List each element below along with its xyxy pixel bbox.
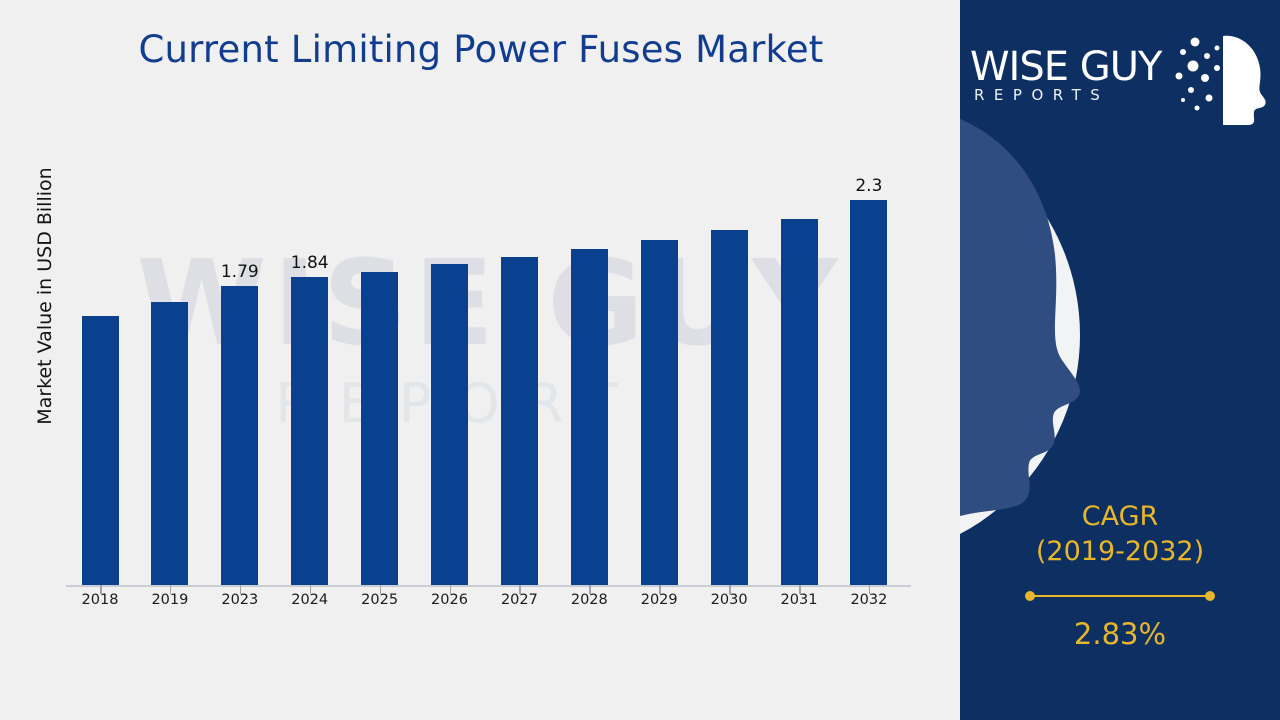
head-profile-icon <box>960 118 1080 517</box>
cagr-divider <box>1025 589 1215 603</box>
x-axis-tick <box>868 585 871 594</box>
x-axis-tick-label-2019: 2019 <box>151 592 189 608</box>
logo-subtitle: REPORTS <box>974 86 1110 104</box>
bar-2019 <box>151 302 189 585</box>
bar-group <box>81 150 119 585</box>
bar-2026 <box>431 263 468 585</box>
x-axis-tick <box>449 585 451 594</box>
bar-group: 1.84 <box>290 150 329 585</box>
x-axis-tick-label-2031: 2031 <box>780 592 818 608</box>
bar-group <box>361 150 399 585</box>
bar-value-label-2024: 1.84 <box>290 253 329 274</box>
x-axis-tick <box>519 585 521 594</box>
brand-panel: WISE GUY REPORTS CAGR (2019-2032) 2.83% <box>960 0 1280 720</box>
x-axis-tick-label-2030: 2030 <box>710 592 748 608</box>
x-axis-tick-label-2018: 2018 <box>81 592 119 608</box>
bar-group <box>500 150 538 585</box>
bar-2023 <box>221 285 259 585</box>
cagr-period: (2019-2032) <box>1035 535 1205 567</box>
x-axis-tick-label-2028: 2028 <box>570 592 608 608</box>
cagr-block: CAGR (2019-2032) 2.83% <box>960 500 1280 651</box>
chart-panel: WISE GUY REPORTS Current Limiting Power … <box>34 28 911 608</box>
bar-group: 2.3 <box>850 150 888 585</box>
x-axis-tick <box>169 585 172 594</box>
x-axis-tick <box>729 585 731 594</box>
x-axis-tick <box>239 585 242 594</box>
divider-dot-left <box>1025 591 1035 602</box>
bar-2024 <box>291 277 329 585</box>
bar-2027 <box>500 257 538 585</box>
logo-face-icon <box>1175 35 1266 125</box>
bar-group <box>431 150 468 585</box>
bar-2030 <box>710 230 748 585</box>
x-axis-tick-label-2029: 2029 <box>640 592 678 608</box>
bar-group <box>151 150 189 585</box>
x-axis-tick <box>309 585 312 594</box>
x-axis-tick-label-2024: 2024 <box>291 592 329 608</box>
logo: WISE GUY REPORTS <box>960 22 1280 125</box>
bar-group: 1.79 <box>220 150 259 585</box>
bar-group <box>780 150 818 585</box>
bar-2025 <box>361 272 399 585</box>
x-axis-line <box>66 585 911 587</box>
bar-group <box>570 150 608 585</box>
cagr-title: CAGR <box>1081 501 1159 532</box>
x-axis-tick-label-2023: 2023 <box>221 592 259 608</box>
bar-group <box>710 150 748 585</box>
bar-2028 <box>570 248 608 585</box>
bar-chart-plot-area: 1.79 1.84 2.3 <box>66 150 906 585</box>
bar-2031 <box>780 218 818 585</box>
y-axis-label: Market Value in USD Billion <box>34 167 56 425</box>
x-axis-tick-label-2026: 2026 <box>431 592 468 608</box>
page-title: Current Limiting Power Fuses Market <box>138 28 824 71</box>
bar-2032 <box>850 200 888 585</box>
bar-2018 <box>81 315 119 585</box>
x-axis-tick <box>799 585 801 594</box>
x-axis-tick-label-2027: 2027 <box>500 592 538 608</box>
divider-dot-right <box>1205 591 1215 602</box>
bar-group <box>640 150 678 585</box>
x-axis-tick-label-2025: 2025 <box>361 592 399 608</box>
x-axis-tick <box>379 585 382 594</box>
x-axis-tick <box>659 585 661 594</box>
bar-value-label-2023: 1.79 <box>220 261 259 282</box>
x-axis-tick <box>589 585 591 594</box>
x-axis-tick-label-2032: 2032 <box>850 592 888 608</box>
cagr-value: 2.83% <box>1073 617 1167 652</box>
bar-2029 <box>640 240 678 585</box>
bar-value-label-2032: 2.3 <box>855 176 883 197</box>
divider-line <box>1032 595 1208 598</box>
x-axis-tick <box>100 585 102 594</box>
logo-wordmark: WISE GUY <box>970 44 1162 90</box>
